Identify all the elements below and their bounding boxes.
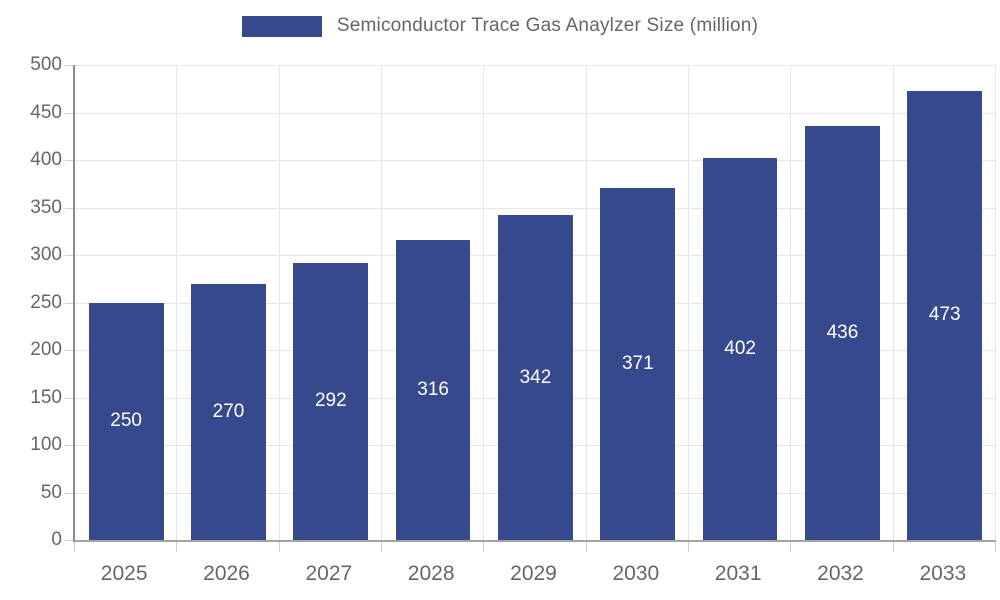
y-tick bbox=[65, 255, 73, 256]
y-axis-tick-label: 0 bbox=[51, 529, 62, 550]
y-tick bbox=[65, 207, 73, 209]
bar: 342 bbox=[498, 215, 573, 540]
y-axis-tick-label: 500 bbox=[30, 54, 62, 75]
bar-cell: 270 bbox=[177, 65, 279, 540]
y-axis-tick-label: 400 bbox=[30, 149, 62, 170]
bar: 402 bbox=[702, 158, 778, 540]
y-axis-tick-label: 350 bbox=[30, 196, 62, 218]
x-tick bbox=[995, 542, 996, 552]
y-axis-tick-label: 50 bbox=[40, 481, 62, 503]
legend: Semiconductor Trace Gas Anaylzer Size (m… bbox=[0, 15, 1000, 37]
x-axis-tick-label: 2032 bbox=[817, 562, 864, 585]
x-axis-tick-label: 2031 bbox=[714, 562, 762, 585]
h-gridline bbox=[75, 112, 996, 114]
bar-value-label: 270 bbox=[212, 400, 245, 422]
y-axis-tick-label: 100 bbox=[30, 434, 62, 455]
x-axis-tick-label: 2029 bbox=[510, 562, 557, 585]
bar: 436 bbox=[805, 125, 880, 540]
bar-value-label: 473 bbox=[928, 304, 961, 326]
bar-cell: 402 bbox=[689, 65, 791, 540]
bar: 250 bbox=[88, 302, 164, 540]
x-tick bbox=[892, 542, 894, 552]
x-tick bbox=[688, 542, 689, 552]
legend-label: Semiconductor Trace Gas Anaylzer Size (m… bbox=[336, 15, 759, 36]
y-tick bbox=[65, 540, 73, 541]
x-tick bbox=[176, 542, 178, 552]
v-gridline bbox=[381, 65, 382, 540]
v-gridline bbox=[995, 65, 996, 540]
bar-value-label: 342 bbox=[519, 366, 552, 388]
x-tick bbox=[790, 542, 792, 552]
bar: 270 bbox=[191, 283, 266, 540]
bar-cell: 316 bbox=[382, 65, 484, 540]
x-axis-tick-label: 2028 bbox=[407, 562, 455, 585]
x-tick bbox=[278, 542, 280, 552]
bar-series: 250 270 292 316 342 371 402 436 473 bbox=[75, 65, 996, 540]
x-axis-tick-label: 2027 bbox=[305, 562, 353, 585]
bar-cell: 292 bbox=[280, 65, 382, 540]
v-gridline bbox=[892, 65, 894, 540]
x-axis-tick-label: 2033 bbox=[919, 562, 967, 585]
v-gridline bbox=[176, 65, 178, 540]
bar: 371 bbox=[600, 187, 676, 540]
bar-value-label: 292 bbox=[314, 390, 347, 412]
x-axis-tick-label: 2026 bbox=[203, 562, 250, 585]
h-gridline bbox=[75, 160, 996, 161]
v-gridline bbox=[278, 65, 280, 540]
y-tick bbox=[65, 302, 73, 304]
y-axis-tick-label: 150 bbox=[30, 386, 62, 408]
bar-value-label: 436 bbox=[826, 321, 859, 343]
legend-swatch bbox=[241, 15, 322, 37]
h-gridline bbox=[75, 65, 996, 66]
bar-value-label: 371 bbox=[621, 352, 654, 374]
y-tick bbox=[65, 350, 73, 351]
v-gridline bbox=[483, 65, 485, 540]
x-axis-tick-label: 2025 bbox=[100, 562, 148, 585]
bar-cell: 250 bbox=[75, 65, 177, 540]
x-tick bbox=[74, 542, 75, 552]
x-tick bbox=[381, 542, 382, 552]
bar-cell: 436 bbox=[791, 65, 893, 540]
plot-area: 250 270 292 316 342 371 402 436 473 bbox=[65, 65, 996, 552]
x-axis-tick-label: 2030 bbox=[612, 562, 660, 585]
x-tick bbox=[585, 542, 587, 552]
y-axis-tick-label: 250 bbox=[30, 291, 62, 313]
y-tick bbox=[65, 492, 73, 494]
v-gridline bbox=[790, 65, 792, 540]
bar-value-label: 316 bbox=[417, 378, 449, 400]
y-tick bbox=[65, 112, 73, 114]
bar: 473 bbox=[907, 90, 983, 540]
bar: 292 bbox=[293, 262, 369, 540]
y-tick bbox=[65, 445, 73, 446]
y-tick bbox=[65, 65, 73, 66]
y-axis-tick-label: 450 bbox=[30, 101, 62, 123]
v-gridline bbox=[585, 65, 587, 540]
y-axis-tick-label: 200 bbox=[30, 339, 62, 360]
y-tick bbox=[65, 397, 73, 399]
bar-value-label: 250 bbox=[110, 410, 142, 432]
bar-cell: 371 bbox=[587, 65, 689, 540]
bar-cell: 473 bbox=[894, 65, 996, 540]
bar: 316 bbox=[395, 239, 471, 540]
x-tick bbox=[483, 542, 485, 552]
h-gridline bbox=[75, 207, 996, 209]
y-tick bbox=[65, 160, 73, 161]
y-axis-tick-label: 300 bbox=[30, 244, 62, 265]
bar-value-label: 402 bbox=[724, 338, 756, 360]
v-gridline bbox=[688, 65, 689, 540]
bar-cell: 342 bbox=[484, 65, 586, 540]
